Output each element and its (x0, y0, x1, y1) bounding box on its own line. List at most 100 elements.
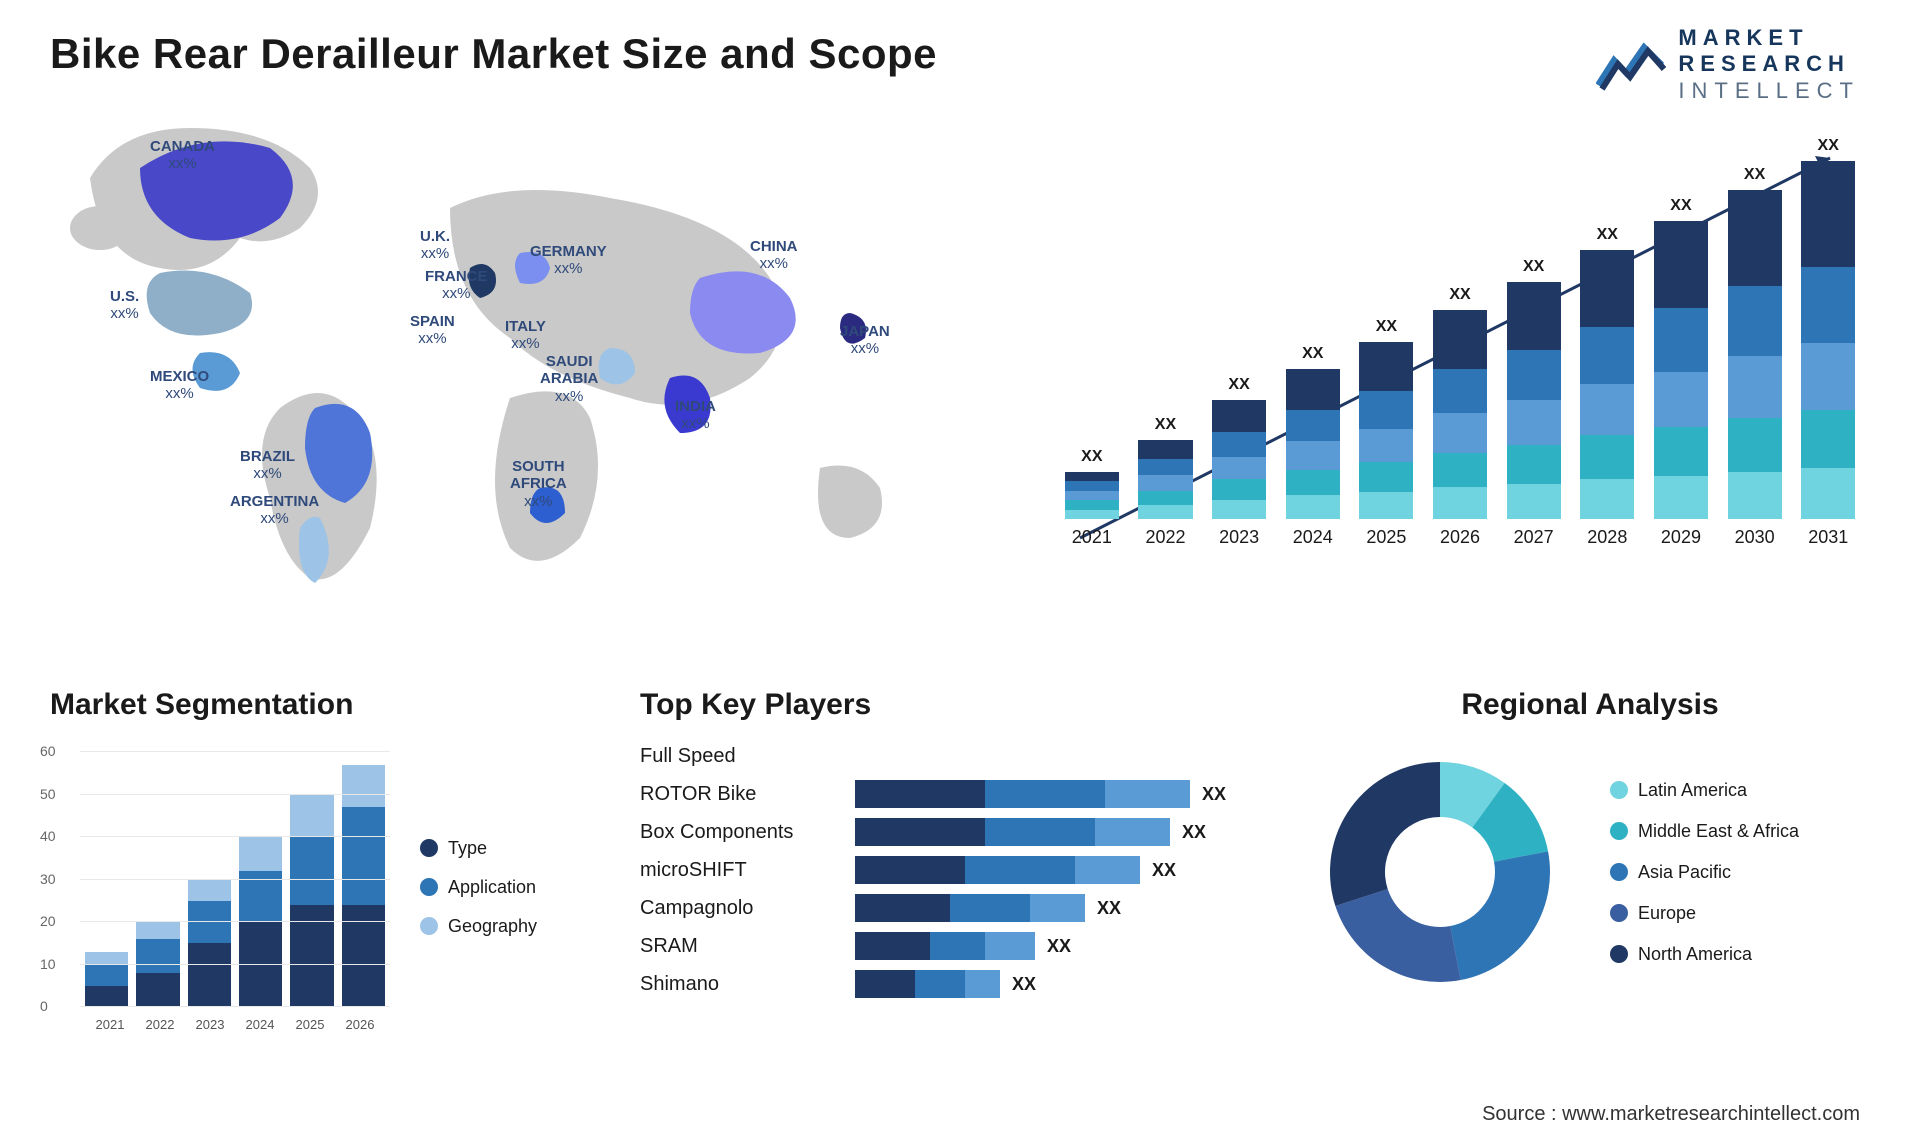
bar-segment (1507, 445, 1561, 485)
player-bar-row: XX (855, 894, 1280, 922)
legend-dot-icon (420, 839, 438, 857)
bar-stack (1433, 310, 1487, 519)
player-bar-segment (855, 894, 950, 922)
legend-item: Europe (1610, 903, 1799, 924)
seg-bar (239, 837, 282, 1007)
map-label: CANADAxx% (150, 138, 215, 173)
player-bar-segment (1105, 780, 1190, 808)
legend-label: Latin America (1638, 780, 1747, 801)
bar-segment (1212, 432, 1266, 457)
bar-segment (1507, 400, 1561, 444)
bar-segment (1065, 481, 1119, 491)
bar-segment (1801, 161, 1855, 267)
bar-segment (1212, 400, 1266, 432)
player-bar-row: XX (855, 932, 1280, 960)
gridline (80, 836, 390, 837)
legend-dot-icon (1610, 863, 1628, 881)
logo-line2: RESEARCH (1678, 51, 1860, 77)
y-tick-label: 50 (40, 786, 56, 802)
y-tick-label: 30 (40, 871, 56, 887)
bar-year-label: 2027 (1514, 527, 1554, 548)
bar-segment (1212, 457, 1266, 479)
legend-item: Latin America (1610, 780, 1799, 801)
seg-bar (342, 765, 385, 1007)
seg-year-label: 2026 (335, 1017, 385, 1032)
player-value-label: XX (1097, 898, 1121, 919)
bar-segment (1433, 487, 1487, 519)
bar-segment (1580, 327, 1634, 384)
bar-value-label: XX (1228, 376, 1249, 394)
bar-value-label: XX (1523, 258, 1544, 276)
map-label: BRAZILxx% (240, 448, 295, 483)
player-bar (855, 780, 1190, 808)
seg-bar-segment (85, 986, 128, 1007)
gridline (80, 879, 390, 880)
map-label: SAUDIARABIAxx% (540, 353, 598, 405)
seg-bar (136, 922, 179, 1007)
player-name: Campagnolo (640, 894, 835, 922)
bar-segment (1654, 221, 1708, 308)
bar-segment (1654, 372, 1708, 427)
donut-slice (1450, 851, 1550, 980)
bar-column: XX2022 (1134, 416, 1198, 548)
bar-segment (1728, 190, 1782, 287)
bar-segment (1654, 427, 1708, 476)
bar-year-label: 2026 (1440, 527, 1480, 548)
world-map-panel: CANADAxx%U.S.xx%MEXICOxx%BRAZILxx%ARGENT… (50, 98, 990, 658)
legend-label: Application (448, 877, 536, 898)
player-bar-row: XX (855, 856, 1280, 884)
bar-segment (1433, 310, 1487, 369)
bar-stack (1065, 472, 1119, 520)
legend-label: Europe (1638, 903, 1696, 924)
bar-value-label: XX (1670, 197, 1691, 215)
bar-year-label: 2025 (1366, 527, 1406, 548)
seg-bar (290, 795, 333, 1008)
legend-dot-icon (420, 878, 438, 896)
bar-segment (1065, 500, 1119, 510)
player-bar-segment (855, 970, 915, 998)
legend-dot-icon (1610, 822, 1628, 840)
seg-bar-segment (85, 965, 128, 986)
bar-segment (1728, 286, 1782, 356)
player-bar-segment (855, 856, 965, 884)
player-bar-row: XX (855, 780, 1280, 808)
bar-stack (1507, 282, 1561, 519)
player-name: Box Components (640, 818, 835, 846)
bar-segment (1580, 479, 1634, 519)
player-name: Shimano (640, 970, 835, 998)
bar-segment (1654, 476, 1708, 519)
map-label: MEXICOxx% (150, 368, 209, 403)
bar-segment (1507, 484, 1561, 519)
bar-segment (1433, 453, 1487, 488)
seg-year-label: 2023 (185, 1017, 235, 1032)
player-bar-segment (855, 932, 930, 960)
seg-bar-segment (239, 922, 282, 1007)
bar-segment (1801, 343, 1855, 410)
bar-stack (1138, 440, 1192, 519)
seg-year-label: 2025 (285, 1017, 335, 1032)
bar-year-label: 2021 (1072, 527, 1112, 548)
y-tick-label: 40 (40, 828, 56, 844)
player-bar-segment (1095, 818, 1170, 846)
bar-segment (1433, 413, 1487, 453)
player-bar-segment (855, 818, 985, 846)
legend-item: North America (1610, 944, 1799, 965)
bar-segment (1728, 418, 1782, 472)
brand-logo: MARKET RESEARCH INTELLECT (1596, 25, 1860, 104)
gridline (80, 964, 390, 965)
player-bar-segment (1030, 894, 1085, 922)
map-label: SOUTHAFRICAxx% (510, 458, 567, 510)
y-tick-label: 10 (40, 956, 56, 972)
map-label: CHINAxx% (750, 238, 798, 273)
market-size-chart: XX2021XX2022XX2023XX2024XX2025XX2026XX20… (1030, 98, 1870, 658)
bar-stack (1359, 342, 1413, 519)
seg-bar (85, 952, 128, 1007)
seg-bar-segment (136, 922, 179, 939)
bar-year-label: 2028 (1587, 527, 1627, 548)
bar-segment (1580, 250, 1634, 328)
legend-label: Asia Pacific (1638, 862, 1731, 883)
player-bar-segment (930, 932, 985, 960)
segmentation-legend: TypeApplicationGeography (420, 742, 537, 1032)
bar-year-label: 2023 (1219, 527, 1259, 548)
bar-segment (1286, 441, 1340, 470)
